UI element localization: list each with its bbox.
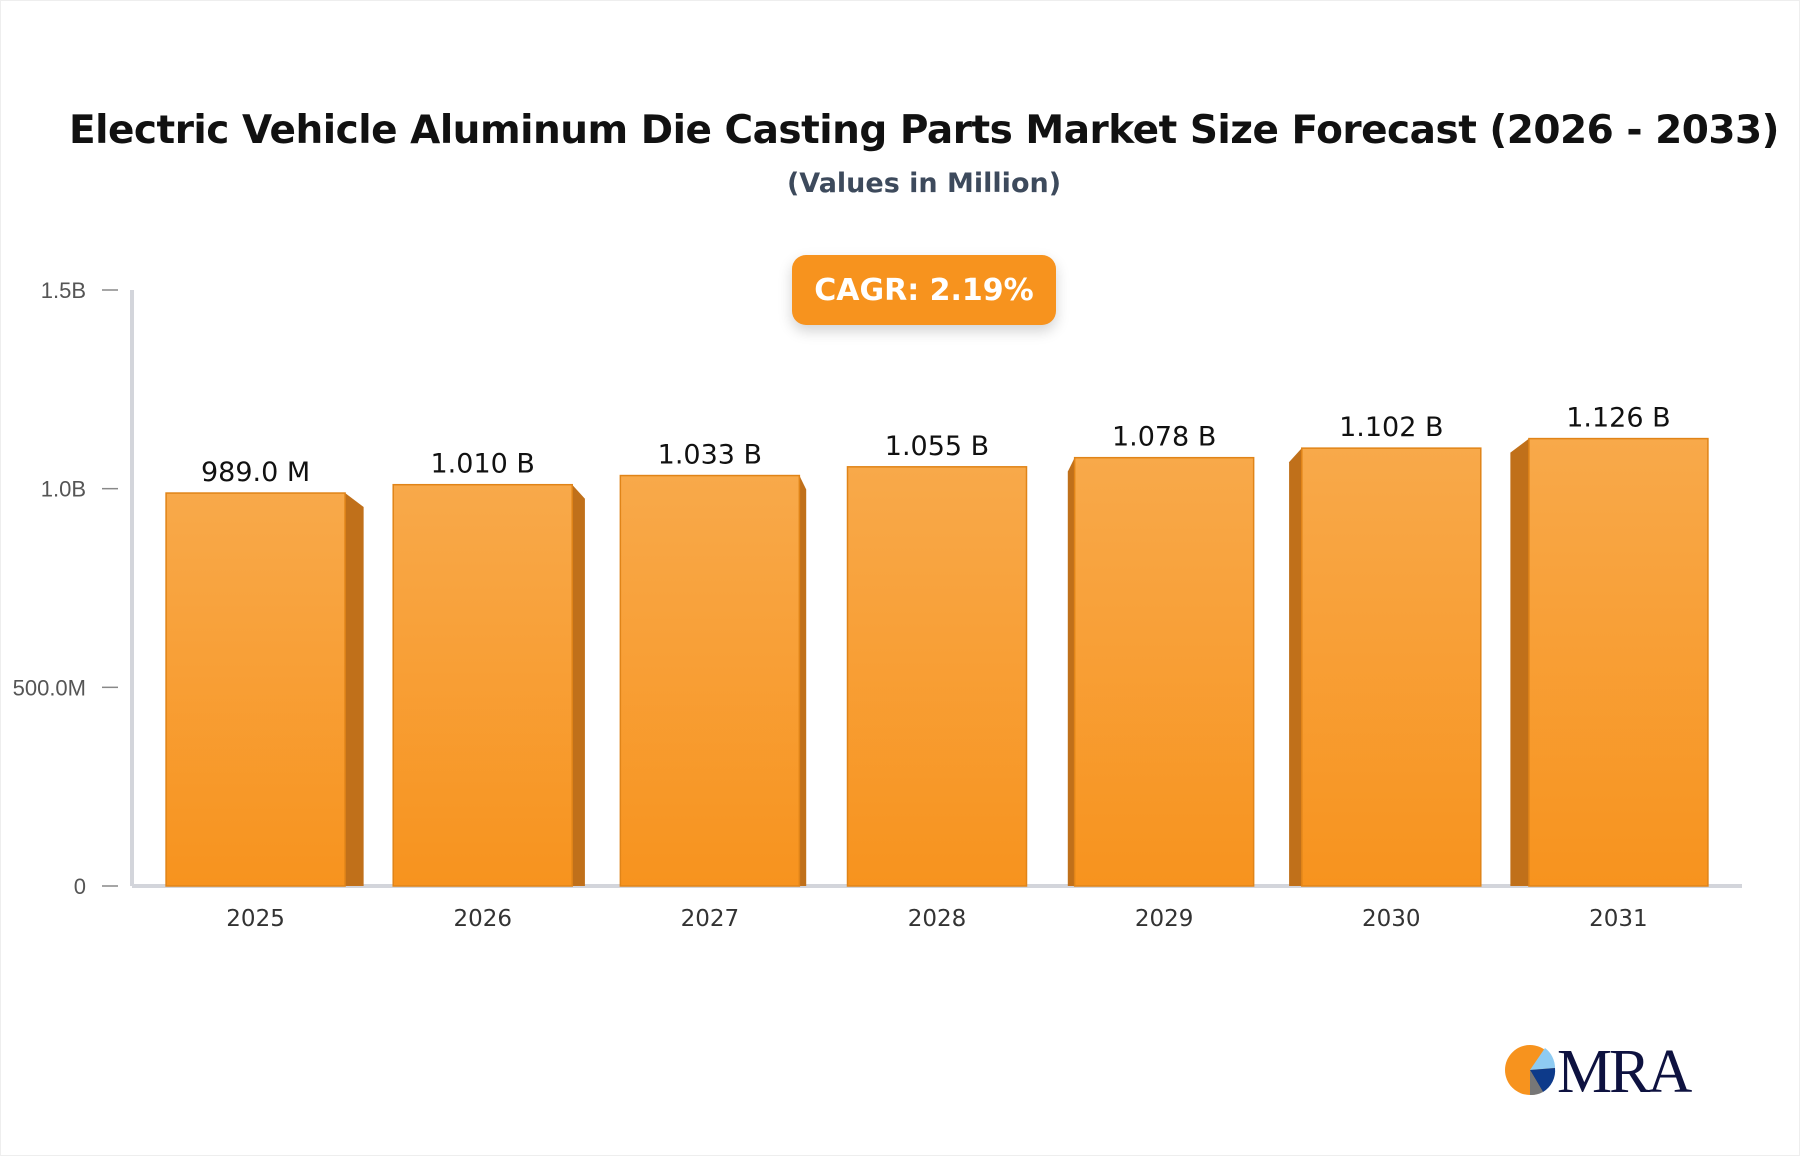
bar-group: 1.078 B 2029 xyxy=(1067,422,1255,932)
bar-group: 1.033 B 2027 xyxy=(619,440,807,932)
y-tick-label: 1.5B xyxy=(41,278,86,303)
bar xyxy=(165,492,346,887)
bar xyxy=(1301,447,1482,887)
bar-group: 1.055 B 2028 xyxy=(846,431,1028,932)
bar-side xyxy=(1510,438,1529,886)
y-tick-label: 1.0B xyxy=(41,477,86,502)
x-tick-label: 2026 xyxy=(453,906,512,932)
y-tick-label: 0 xyxy=(74,874,86,899)
data-label: 989.0 M xyxy=(201,457,310,488)
data-label: 1.078 B xyxy=(1112,422,1216,453)
bar-side xyxy=(1067,457,1075,886)
mra-logo: MRA xyxy=(1505,1040,1705,1100)
bar-group: 1.126 B 2031 xyxy=(1510,403,1709,932)
data-label: 1.010 B xyxy=(431,449,535,480)
bar xyxy=(846,466,1028,887)
bar-group: 1.010 B 2026 xyxy=(392,449,585,932)
x-tick-label: 2029 xyxy=(1135,906,1194,932)
data-label: 1.055 B xyxy=(885,431,989,462)
x-tick-label: 2028 xyxy=(908,906,967,932)
y-tick-label: 500.0M xyxy=(13,675,86,700)
data-label: 1.033 B xyxy=(658,440,762,471)
bar xyxy=(619,474,801,887)
bar-side xyxy=(799,475,807,886)
x-tick-label: 2027 xyxy=(681,906,740,932)
x-tick-label: 2031 xyxy=(1589,906,1648,932)
x-tick-label: 2030 xyxy=(1362,906,1421,932)
svg-text:MRA: MRA xyxy=(1557,1040,1692,1100)
bar-side xyxy=(572,484,585,886)
bar xyxy=(392,483,573,887)
bar-group: 1.102 B 2030 xyxy=(1289,412,1482,932)
data-label: 1.102 B xyxy=(1339,412,1443,443)
bar-group: 989.0 M 2025 xyxy=(165,457,364,932)
bar-side xyxy=(345,493,364,886)
bar-side xyxy=(1289,448,1302,886)
chart-subtitle: (Values in Million) xyxy=(786,168,1062,199)
logo-pie-icon: MRA xyxy=(1505,1040,1695,1100)
x-tick-label: 2025 xyxy=(226,906,285,932)
chart-title: Electric Vehicle Aluminum Die Casting Pa… xyxy=(68,108,1780,153)
bar xyxy=(1073,456,1255,887)
data-label: 1.126 B xyxy=(1566,403,1670,434)
cagr-badge: CAGR: 2.19% xyxy=(792,255,1056,325)
bar xyxy=(1528,437,1709,887)
